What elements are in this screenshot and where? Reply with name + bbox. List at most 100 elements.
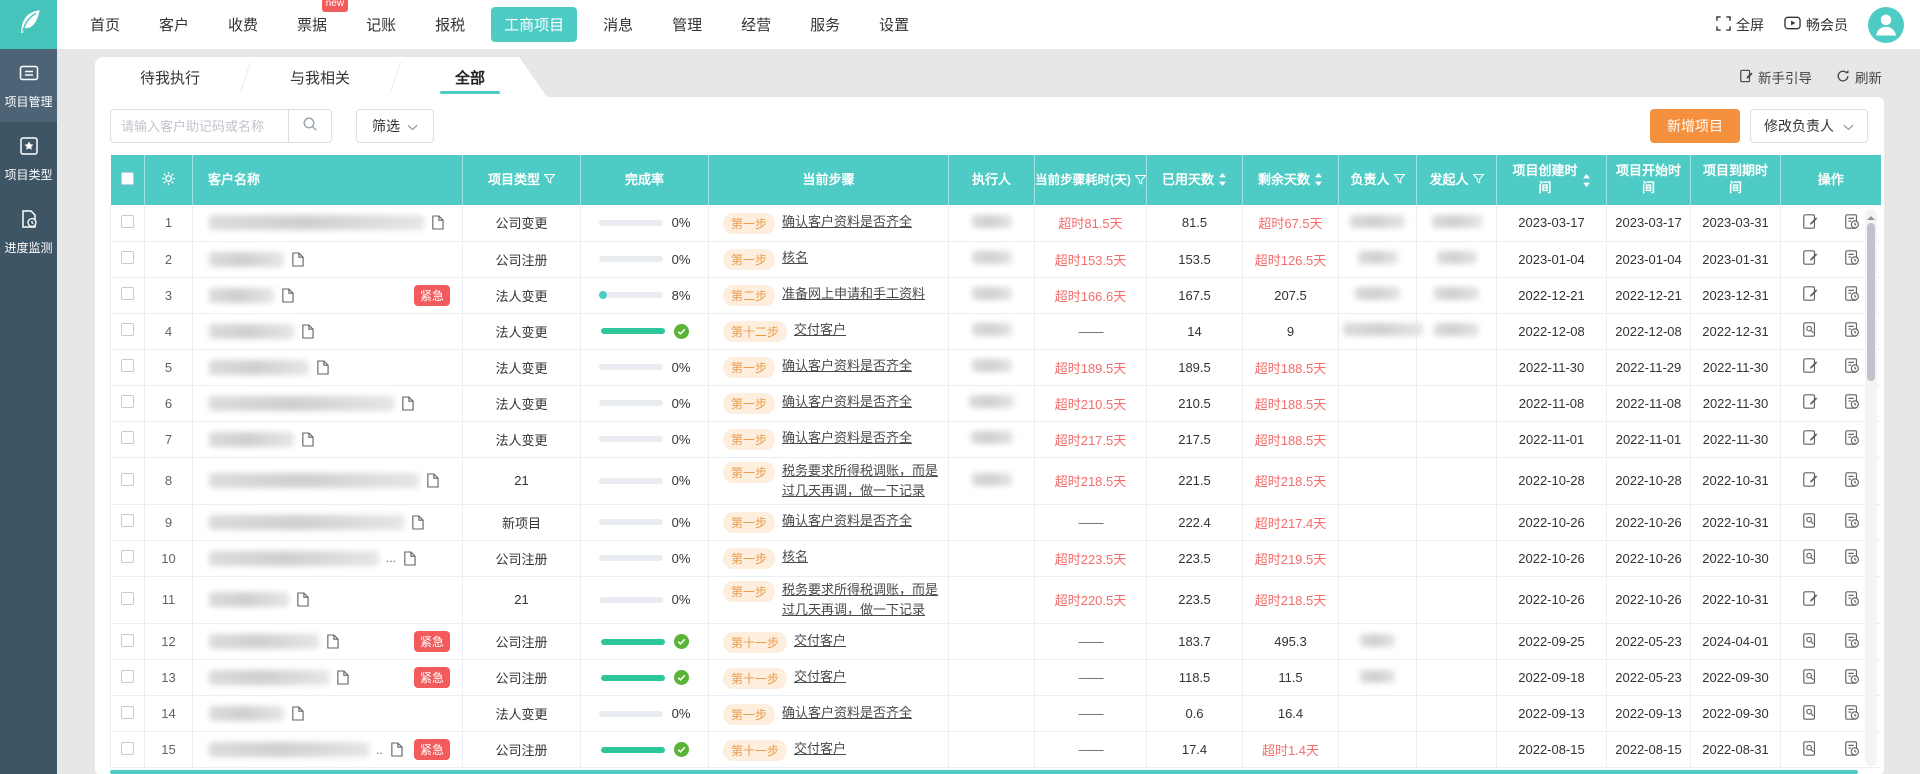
nav-item-management[interactable]: 管理 <box>659 7 715 42</box>
step-link[interactable]: 确认客户资料是否齐全 <box>782 358 913 373</box>
sort-arrows-icon[interactable] <box>1582 173 1591 187</box>
progress-schedule-icon[interactable] <box>1844 393 1860 410</box>
column-settings-gear-icon[interactable] <box>161 171 176 189</box>
row-checkbox[interactable] <box>121 395 134 408</box>
view-project-icon[interactable] <box>1802 740 1818 757</box>
document-icon[interactable] <box>301 431 314 447</box>
sort-arrows-icon[interactable] <box>1314 173 1323 187</box>
document-icon[interactable] <box>401 395 414 411</box>
step-link[interactable]: 确认客户资料是否齐全 <box>782 513 913 529</box>
progress-schedule-icon[interactable] <box>1844 285 1860 302</box>
row-checkbox[interactable] <box>121 591 134 605</box>
step-link[interactable]: 确认客户资料是否齐全 <box>782 213 913 229</box>
step-link[interactable]: 交付客户 <box>794 740 847 756</box>
nav-item-fees[interactable]: 收费 <box>215 7 271 42</box>
nav-item-invoices[interactable]: 票据 new <box>284 0 349 42</box>
progress-schedule-icon[interactable] <box>1844 632 1860 649</box>
edit-project-icon[interactable] <box>1802 213 1818 230</box>
edit-project-icon[interactable] <box>1802 357 1818 374</box>
progress-schedule-icon[interactable] <box>1844 512 1860 529</box>
tab-todo[interactable]: 待我执行 <box>95 57 245 97</box>
progress-schedule-icon[interactable] <box>1844 357 1860 374</box>
row-checkbox[interactable] <box>121 550 134 564</box>
view-project-icon[interactable] <box>1802 704 1818 721</box>
document-icon[interactable] <box>411 515 424 530</box>
edit-project-icon[interactable] <box>1802 471 1818 488</box>
edit-project-icon[interactable] <box>1802 429 1818 446</box>
step-link[interactable]: 确认客户资料是否齐全 <box>782 704 913 720</box>
document-icon[interactable] <box>296 592 309 607</box>
step-link[interactable]: 确认客户资料是否齐全 <box>782 394 913 409</box>
view-project-icon[interactable] <box>1802 512 1818 529</box>
search-button[interactable] <box>288 109 332 143</box>
step-link[interactable]: 交付客户 <box>794 668 847 684</box>
document-icon[interactable] <box>390 742 403 757</box>
document-icon[interactable] <box>301 323 314 339</box>
row-checkbox[interactable] <box>121 251 134 264</box>
view-project-icon[interactable] <box>1802 668 1818 685</box>
document-icon[interactable] <box>291 251 304 267</box>
document-icon[interactable] <box>431 215 444 230</box>
search-input[interactable] <box>110 109 288 143</box>
progress-schedule-icon[interactable] <box>1844 429 1860 446</box>
change-owner-button[interactable]: 修改负责人 <box>1750 109 1868 143</box>
row-checkbox[interactable] <box>121 359 134 372</box>
nav-item-home[interactable]: 首页 <box>77 7 133 42</box>
step-link[interactable]: 交付客户 <box>794 632 847 648</box>
document-icon[interactable] <box>326 634 339 649</box>
nav-item-services[interactable]: 服务 <box>797 7 853 42</box>
document-icon[interactable] <box>426 473 439 488</box>
row-checkbox[interactable] <box>121 287 134 300</box>
user-avatar[interactable] <box>1868 6 1904 43</box>
step-link[interactable]: 税务要求所得税调账，而是过几天再调，做一下记录 <box>782 462 939 498</box>
view-project-icon[interactable] <box>1802 632 1818 649</box>
row-checkbox[interactable] <box>121 514 134 528</box>
app-logo[interactable] <box>0 0 57 49</box>
step-link[interactable]: 准备网上申请和手工资料 <box>782 286 926 301</box>
progress-schedule-icon[interactable] <box>1844 471 1860 488</box>
filter-funnel-icon[interactable] <box>1134 174 1146 186</box>
step-link[interactable]: 确认客户资料是否齐全 <box>782 430 913 445</box>
progress-schedule-icon[interactable] <box>1844 321 1860 338</box>
row-checkbox[interactable] <box>121 705 134 719</box>
row-checkbox[interactable] <box>121 633 134 647</box>
progress-schedule-icon[interactable] <box>1844 213 1860 230</box>
edit-project-icon[interactable] <box>1802 590 1818 607</box>
document-icon[interactable] <box>403 551 416 566</box>
select-all-checkbox[interactable] <box>120 172 134 185</box>
edit-project-icon[interactable] <box>1802 249 1818 266</box>
filter-funnel-icon[interactable] <box>1472 174 1484 185</box>
refresh-button[interactable]: 刷新 <box>1836 67 1882 87</box>
document-icon[interactable] <box>336 670 349 685</box>
guide-button[interactable]: 新手引导 <box>1739 67 1812 87</box>
document-icon[interactable] <box>316 359 329 375</box>
row-checkbox[interactable] <box>121 472 134 486</box>
nav-item-settings[interactable]: 设置 <box>866 7 922 42</box>
progress-schedule-icon[interactable] <box>1844 249 1860 266</box>
row-checkbox[interactable] <box>121 669 134 683</box>
progress-schedule-icon[interactable] <box>1844 740 1860 757</box>
filter-funnel-icon[interactable] <box>544 174 555 185</box>
view-project-icon[interactable] <box>1802 548 1818 565</box>
step-link[interactable]: 税务要求所得税调账，而是过几天再调，做一下记录 <box>782 581 939 617</box>
member-button[interactable]: 畅会员 <box>1784 15 1848 35</box>
sort-arrows-icon[interactable] <box>1218 173 1227 187</box>
tab-related[interactable]: 与我相关 <box>245 57 395 97</box>
document-icon[interactable] <box>281 287 294 303</box>
scroll-up-arrow-icon[interactable] <box>1867 212 1875 220</box>
row-checkbox[interactable] <box>121 214 134 228</box>
edit-project-icon[interactable] <box>1802 393 1818 410</box>
progress-schedule-icon[interactable] <box>1844 590 1860 607</box>
step-link[interactable]: 核名 <box>782 549 809 565</box>
nav-item-tax[interactable]: 报税 <box>422 7 478 42</box>
nav-item-operations[interactable]: 经营 <box>728 7 784 42</box>
sidebar-item-project-type[interactable]: 项目类型 <box>0 122 57 195</box>
sidebar-item-project-management[interactable]: 项目管理 <box>0 49 57 122</box>
sidebar-item-progress-monitor[interactable]: 进度监测 <box>0 195 57 268</box>
nav-item-business-projects[interactable]: 工商项目 <box>491 7 578 42</box>
progress-schedule-icon[interactable] <box>1844 548 1860 565</box>
document-icon[interactable] <box>291 706 304 721</box>
horizontal-scrollbar[interactable] <box>110 770 1858 774</box>
fullscreen-button[interactable]: 全屏 <box>1716 15 1764 35</box>
row-checkbox[interactable] <box>121 741 134 755</box>
